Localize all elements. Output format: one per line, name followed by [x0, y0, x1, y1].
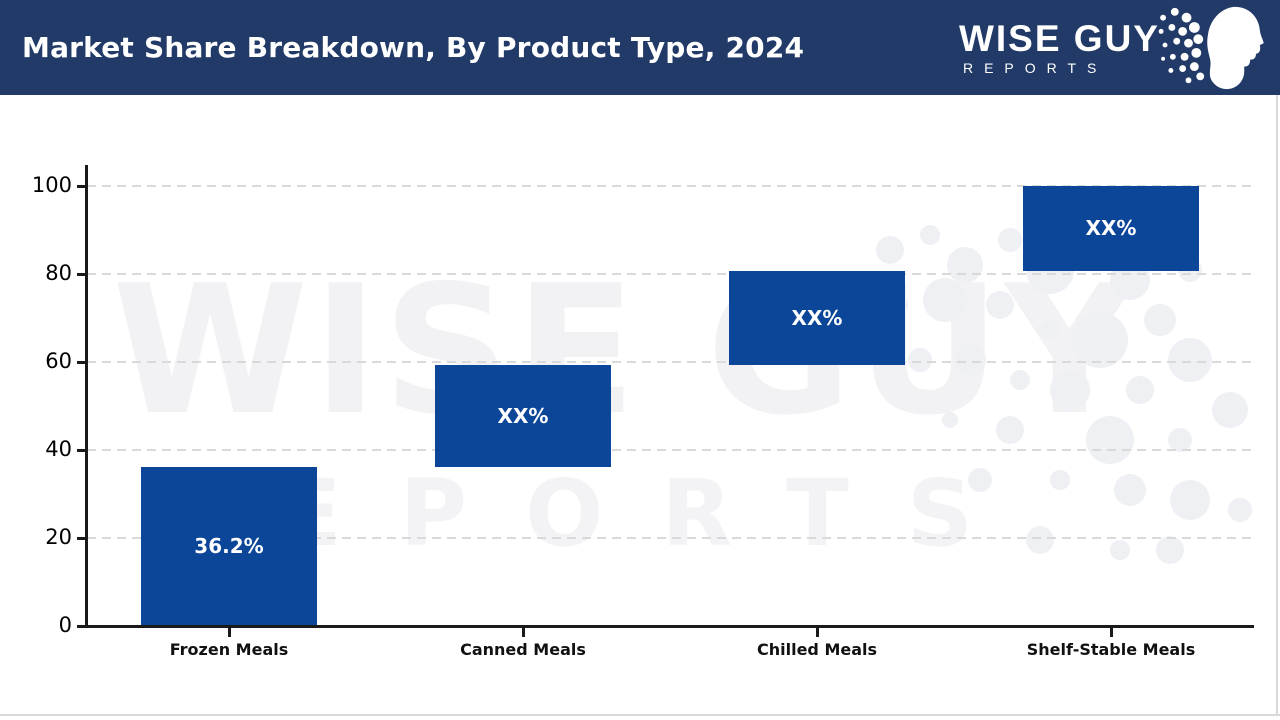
brand-name: WISE GUY [958, 18, 1160, 59]
x-tick-mark-chilled-meals [816, 628, 819, 637]
brand-subname: REPORTS [962, 60, 1108, 76]
y-tick-mark-20 [77, 537, 86, 540]
y-tick-mark-0 [77, 625, 86, 628]
gridline-40 [87, 449, 1254, 451]
bottom-border [0, 714, 1280, 716]
brand-logo-text: WISE GUY REPORTS [959, 20, 1160, 75]
x-tick-mark-canned-meals [522, 628, 525, 637]
bar-value-label-shelf-stable-meals: XX% [1085, 216, 1137, 241]
y-tick-label-100: 100 [31, 173, 72, 197]
x-tick-mark-shelf-stable-meals [1110, 628, 1113, 637]
y-tick-mark-40 [77, 449, 86, 452]
y-tick-mark-100 [77, 185, 86, 188]
y-tick-mark-80 [77, 273, 86, 276]
bar-shelf-stable-meals: XX% [1023, 186, 1199, 271]
right-border [1276, 95, 1278, 716]
gridline-100 [87, 185, 1254, 187]
y-tick-label-20: 20 [45, 525, 72, 549]
gridline-60 [87, 361, 1254, 363]
chart-title: Market Share Breakdown, By Product Type,… [22, 31, 805, 64]
bar-value-label-frozen-meals: 36.2% [194, 534, 264, 559]
x-label-frozen-meals: Frozen Meals [169, 640, 289, 659]
x-tick-mark-frozen-meals [228, 628, 231, 637]
x-label-chilled-meals: Chilled Meals [756, 640, 878, 659]
bar-chilled-meals: XX% [729, 270, 905, 365]
bar-value-label-canned-meals: XX% [497, 403, 549, 428]
y-tick-label-0: 0 [58, 613, 72, 637]
x-axis-line [85, 625, 1254, 628]
y-tick-label-40: 40 [45, 437, 72, 461]
y-tick-mark-60 [77, 361, 86, 364]
x-label-shelf-stable-meals: Shelf-Stable Meals [1026, 640, 1196, 659]
y-tick-label-60: 60 [45, 349, 72, 373]
gridline-80 [87, 273, 1254, 275]
y-tick-label-80: 80 [45, 261, 72, 285]
x-label-canned-meals: Canned Meals [460, 640, 586, 659]
brand-logo: WISE GUY REPORTS [959, 4, 1266, 92]
brand-face-icon [1158, 6, 1264, 89]
bar-value-label-chilled-meals: XX% [791, 305, 843, 330]
header-bar: Market Share Breakdown, By Product Type,… [0, 0, 1280, 95]
gridline-20 [87, 537, 1254, 539]
y-axis-line [85, 165, 88, 627]
bar-frozen-meals: 36.2% [141, 466, 317, 626]
bar-canned-meals: XX% [435, 364, 611, 467]
